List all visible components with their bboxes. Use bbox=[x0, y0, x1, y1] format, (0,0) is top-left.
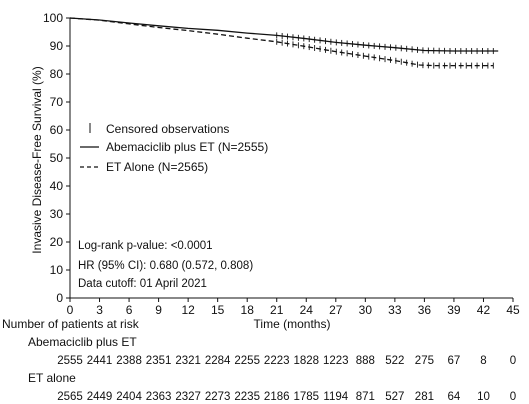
y-tick-label: 70 bbox=[50, 95, 64, 109]
y-tick-label: 90 bbox=[50, 39, 64, 53]
at-risk-value: 522 bbox=[385, 355, 404, 367]
at-risk-value: 2255 bbox=[234, 355, 260, 367]
legend: Censored observations Abemaciclib plus E… bbox=[80, 122, 268, 174]
at-risk-value: 2363 bbox=[146, 391, 172, 403]
at-risk-table: Number of patients at risk Abemaciclib p… bbox=[2, 317, 516, 403]
y-tick-label: 50 bbox=[50, 151, 64, 165]
stats-annotations: Log-rank p-value: <0.0001 HR (95% CI): 0… bbox=[78, 240, 253, 290]
cutoff-annotation: Data cutoff: 01 April 2021 bbox=[78, 278, 207, 290]
at-risk-value: 1828 bbox=[293, 355, 319, 367]
at-risk-value: 1194 bbox=[323, 391, 348, 403]
x-tick-label: 33 bbox=[388, 303, 402, 317]
y-tick-label: 40 bbox=[50, 179, 64, 193]
at-risk-row-abemaciclib: 2555 2441 2388 2351 2321 2284 2255 2223 1828 1223… bbox=[57, 355, 516, 367]
axis-ticks: 0 3 6 9 12 15 18 21 24 27 30 33 36 39 42 45010203040506… bbox=[43, 11, 520, 317]
y-tick-label: 80 bbox=[50, 67, 64, 81]
at-risk-value: 2284 bbox=[205, 355, 231, 367]
y-tick-label: 60 bbox=[50, 123, 64, 137]
x-tick-label: 15 bbox=[211, 303, 225, 317]
at-risk-value: 2321 bbox=[175, 355, 201, 367]
at-risk-value: 2327 bbox=[175, 391, 201, 403]
x-tick-label: 9 bbox=[155, 303, 162, 317]
y-tick-label: 20 bbox=[50, 235, 64, 249]
y-tick-label: 0 bbox=[56, 291, 63, 305]
at-risk-row-et-alone: 2565 2449 2404 2363 2327 2273 2235 2186 1785 1194… bbox=[57, 391, 516, 403]
at-risk-value: 871 bbox=[356, 391, 375, 403]
x-tick-label: 36 bbox=[418, 303, 432, 317]
x-tick-label: 18 bbox=[241, 303, 255, 317]
at-risk-value: 888 bbox=[356, 355, 375, 367]
at-risk-value: 0 bbox=[510, 355, 516, 367]
at-risk-value: 67 bbox=[448, 355, 461, 367]
x-tick-label: 27 bbox=[329, 303, 343, 317]
at-risk-value: 2186 bbox=[264, 391, 290, 403]
at-risk-value: 2565 bbox=[57, 391, 83, 403]
at-risk-value: 1223 bbox=[323, 355, 349, 367]
x-tick-label: 42 bbox=[477, 303, 491, 317]
curve-et-alone bbox=[69, 17, 494, 67]
at-risk-value: 10 bbox=[477, 391, 490, 403]
y-tick-label: 100 bbox=[43, 11, 63, 25]
censor-marks bbox=[276, 32, 494, 69]
at-risk-value: 64 bbox=[448, 391, 461, 403]
x-tick-label: 39 bbox=[447, 303, 461, 317]
at-risk-value: 2235 bbox=[234, 391, 260, 403]
x-tick-label: 21 bbox=[270, 303, 284, 317]
curve-abemaciclib bbox=[69, 17, 499, 52]
at-risk-value: 2404 bbox=[116, 391, 142, 403]
x-tick-label: 3 bbox=[96, 303, 103, 317]
at-risk-value: 2441 bbox=[87, 355, 113, 367]
at-risk-value: 2273 bbox=[205, 391, 231, 403]
y-tick-label: 30 bbox=[50, 207, 64, 221]
at-risk-value: 2555 bbox=[57, 355, 83, 367]
at-risk-value: 281 bbox=[415, 391, 434, 403]
y-tick-label: 10 bbox=[50, 263, 64, 277]
at-risk-value: 275 bbox=[415, 355, 434, 367]
survival-curves bbox=[69, 17, 499, 67]
x-tick-label: 30 bbox=[359, 303, 373, 317]
at-risk-value: 2223 bbox=[264, 355, 290, 367]
logrank-annotation: Log-rank p-value: <0.0001 bbox=[78, 240, 213, 252]
at-risk-row-label-et-alone: ET alone bbox=[28, 371, 76, 385]
at-risk-value: 0 bbox=[510, 391, 516, 403]
hr-annotation: HR (95% CI): 0.680 (0.572, 0.808) bbox=[78, 260, 253, 272]
y-axis-label: Invasive Disease-Free Survival (%) bbox=[30, 66, 44, 253]
legend-label-et-alone: ET Alone (N=2565) bbox=[106, 160, 208, 174]
at-risk-value: 2449 bbox=[87, 391, 113, 403]
x-tick-label: 12 bbox=[181, 303, 195, 317]
x-tick-label: 0 bbox=[67, 303, 74, 317]
x-axis-label: Time (months) bbox=[254, 317, 331, 331]
x-tick-label: 45 bbox=[506, 303, 520, 317]
x-tick-label: 6 bbox=[126, 303, 133, 317]
at-risk-row-label-abemaciclib: Abemaciclib plus ET bbox=[28, 335, 137, 349]
at-risk-value: 527 bbox=[385, 391, 404, 403]
at-risk-value: 1785 bbox=[293, 391, 319, 403]
legend-label-abemaciclib: Abemaciclib plus ET (N=2555) bbox=[106, 140, 268, 154]
at-risk-value: 8 bbox=[480, 355, 486, 367]
legend-censor-label: Censored observations bbox=[106, 122, 229, 136]
at-risk-value: 2388 bbox=[116, 355, 142, 367]
x-tick-label: 24 bbox=[300, 303, 314, 317]
at-risk-title: Number of patients at risk bbox=[2, 317, 140, 331]
at-risk-value: 2351 bbox=[146, 355, 172, 367]
